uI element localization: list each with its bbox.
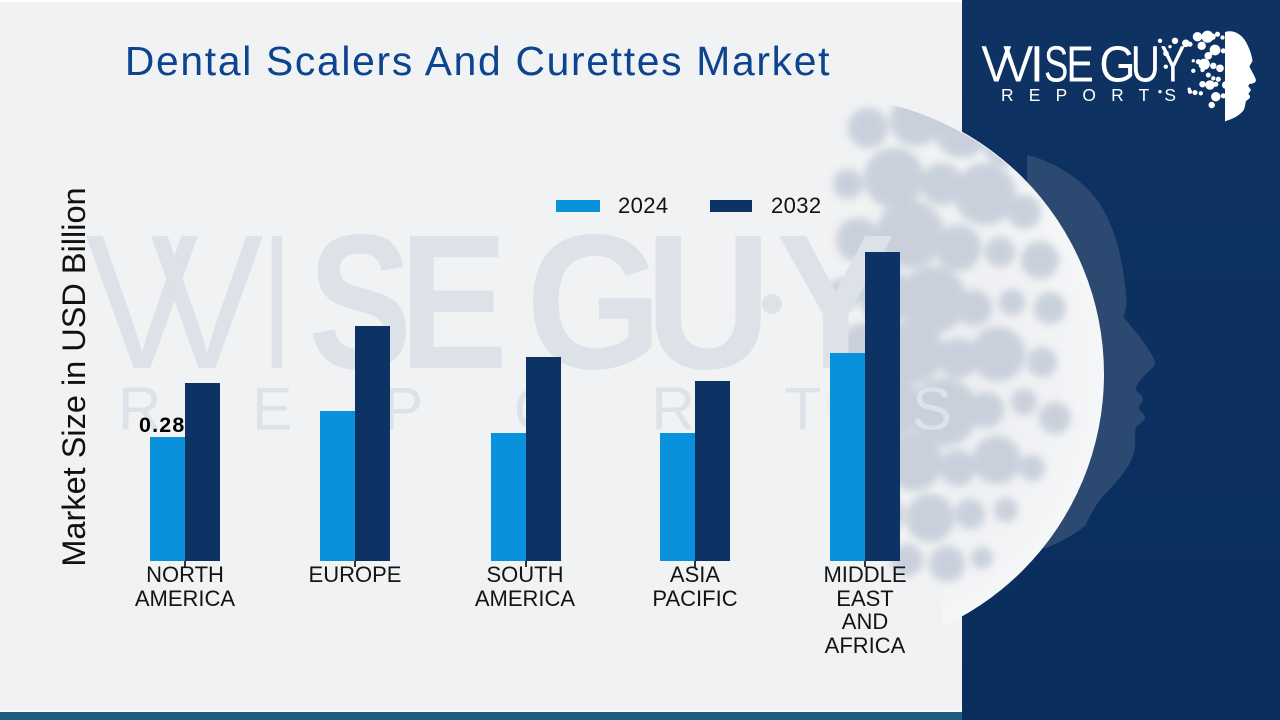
svg-text:I: I [267, 194, 287, 409]
svg-text:G: G [1099, 37, 1135, 93]
svg-text:I: I [1030, 35, 1044, 92]
svg-text:V: V [150, 196, 264, 410]
svg-text:V: V [1003, 37, 1033, 93]
svg-text:U: U [645, 194, 771, 408]
svg-text:S: S [1044, 37, 1068, 93]
svg-text:V: V [981, 37, 1011, 93]
svg-text:U: U [1131, 36, 1160, 92]
svg-text:V: V [85, 196, 199, 410]
svg-text:E: E [399, 195, 508, 409]
svg-text:E: E [1066, 35, 1093, 92]
